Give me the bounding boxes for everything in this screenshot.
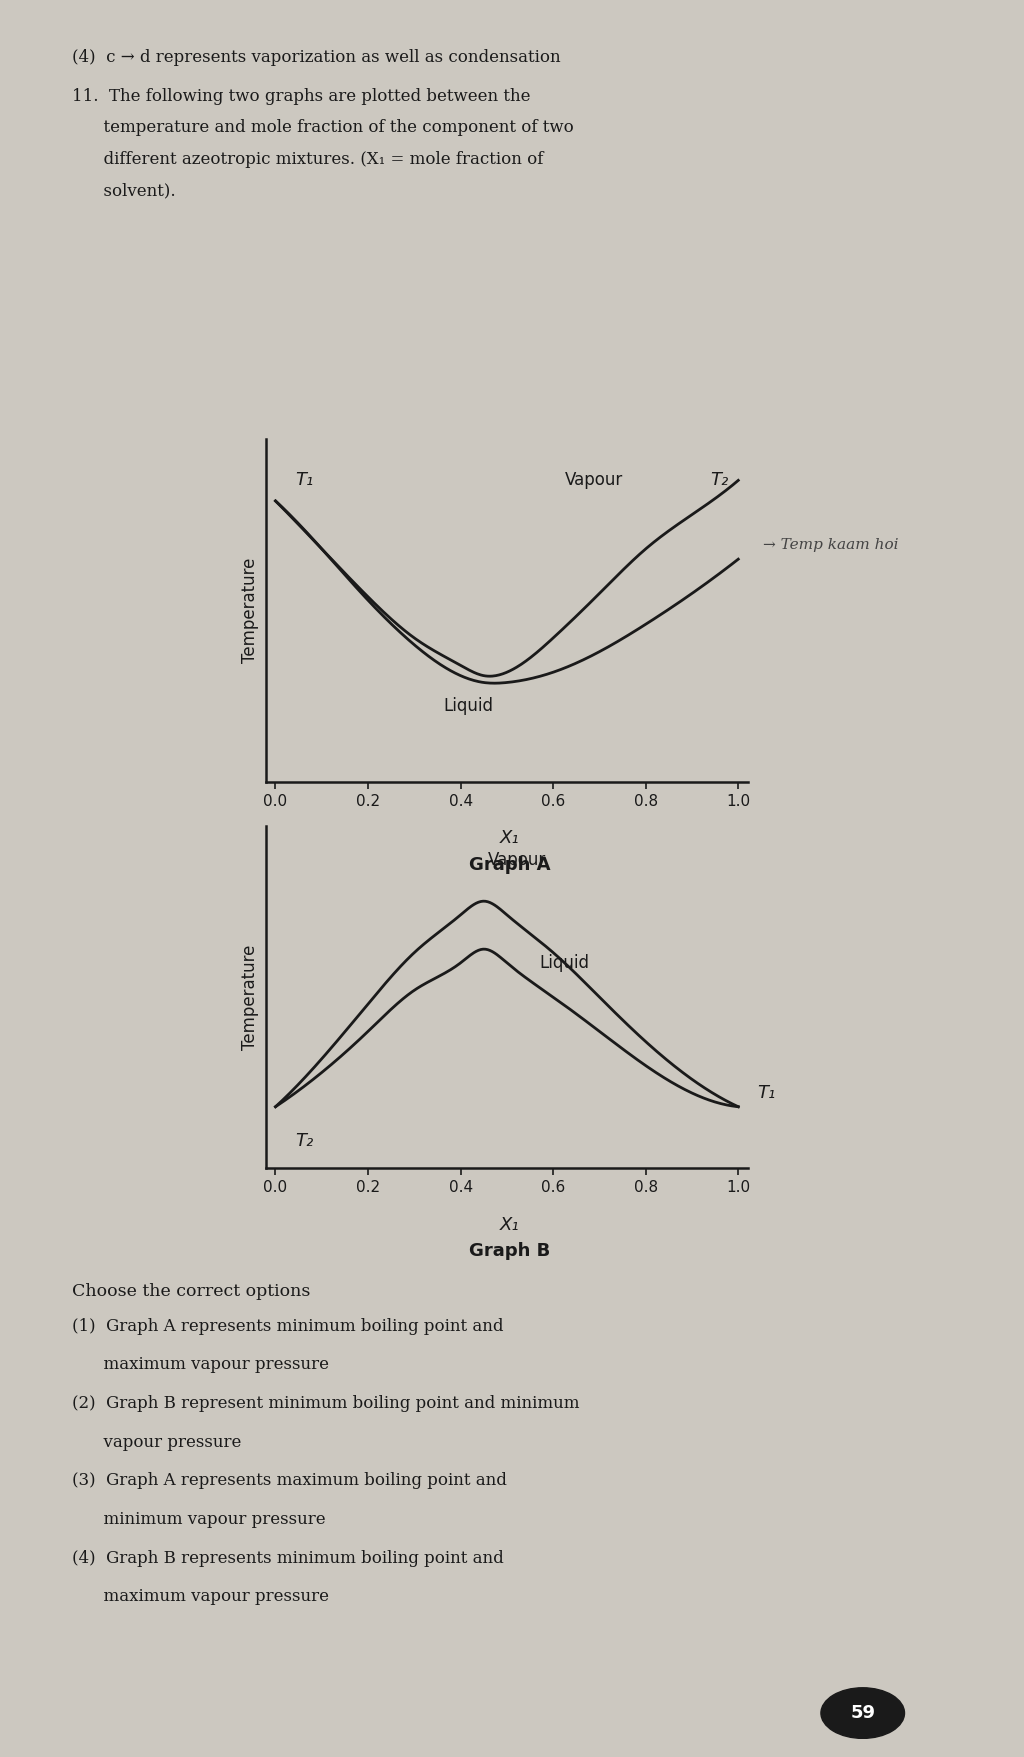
Y-axis label: Temperature: Temperature <box>242 945 259 1049</box>
Text: X₁: X₁ <box>500 1216 520 1233</box>
Text: temperature and mole fraction of the component of two: temperature and mole fraction of the com… <box>72 119 573 137</box>
Text: (3)  Graph A represents maximum boiling point and: (3) Graph A represents maximum boiling p… <box>72 1472 507 1490</box>
Text: maximum vapour pressure: maximum vapour pressure <box>72 1356 329 1374</box>
Text: Graph B: Graph B <box>469 1242 551 1260</box>
Text: (4)  Graph B represents minimum boiling point and: (4) Graph B represents minimum boiling p… <box>72 1550 504 1567</box>
Text: vapour pressure: vapour pressure <box>72 1434 241 1451</box>
Text: → Temp kaam hoi: → Temp kaam hoi <box>763 538 898 552</box>
Text: Graph A: Graph A <box>469 856 551 873</box>
Text: Vapour: Vapour <box>564 471 623 490</box>
Text: T₁: T₁ <box>295 471 313 490</box>
Circle shape <box>821 1688 904 1738</box>
Text: T₂: T₂ <box>710 471 728 490</box>
Text: Liquid: Liquid <box>443 698 494 715</box>
Text: Choose the correct options: Choose the correct options <box>72 1283 310 1300</box>
Y-axis label: Temperature: Temperature <box>242 559 259 662</box>
Text: (2)  Graph B represent minimum boiling point and minimum: (2) Graph B represent minimum boiling po… <box>72 1395 580 1413</box>
Text: 11.  The following two graphs are plotted between the: 11. The following two graphs are plotted… <box>72 88 530 105</box>
Text: Liquid: Liquid <box>540 954 590 972</box>
Text: 59: 59 <box>850 1704 876 1722</box>
Text: maximum vapour pressure: maximum vapour pressure <box>72 1588 329 1606</box>
Text: different azeotropic mixtures. (X₁ = mole fraction of: different azeotropic mixtures. (X₁ = mol… <box>72 151 543 169</box>
Text: (1)  Graph A represents minimum boiling point and: (1) Graph A represents minimum boiling p… <box>72 1318 503 1335</box>
Text: Vapour: Vapour <box>487 850 546 870</box>
Text: minimum vapour pressure: minimum vapour pressure <box>72 1511 326 1529</box>
Text: X₁: X₁ <box>500 829 520 847</box>
Text: T₁: T₁ <box>757 1084 775 1102</box>
Text: (4)  c → d represents vaporization as well as condensation: (4) c → d represents vaporization as wel… <box>72 49 560 67</box>
Text: T₂: T₂ <box>295 1132 313 1151</box>
Text: solvent).: solvent). <box>72 183 175 200</box>
